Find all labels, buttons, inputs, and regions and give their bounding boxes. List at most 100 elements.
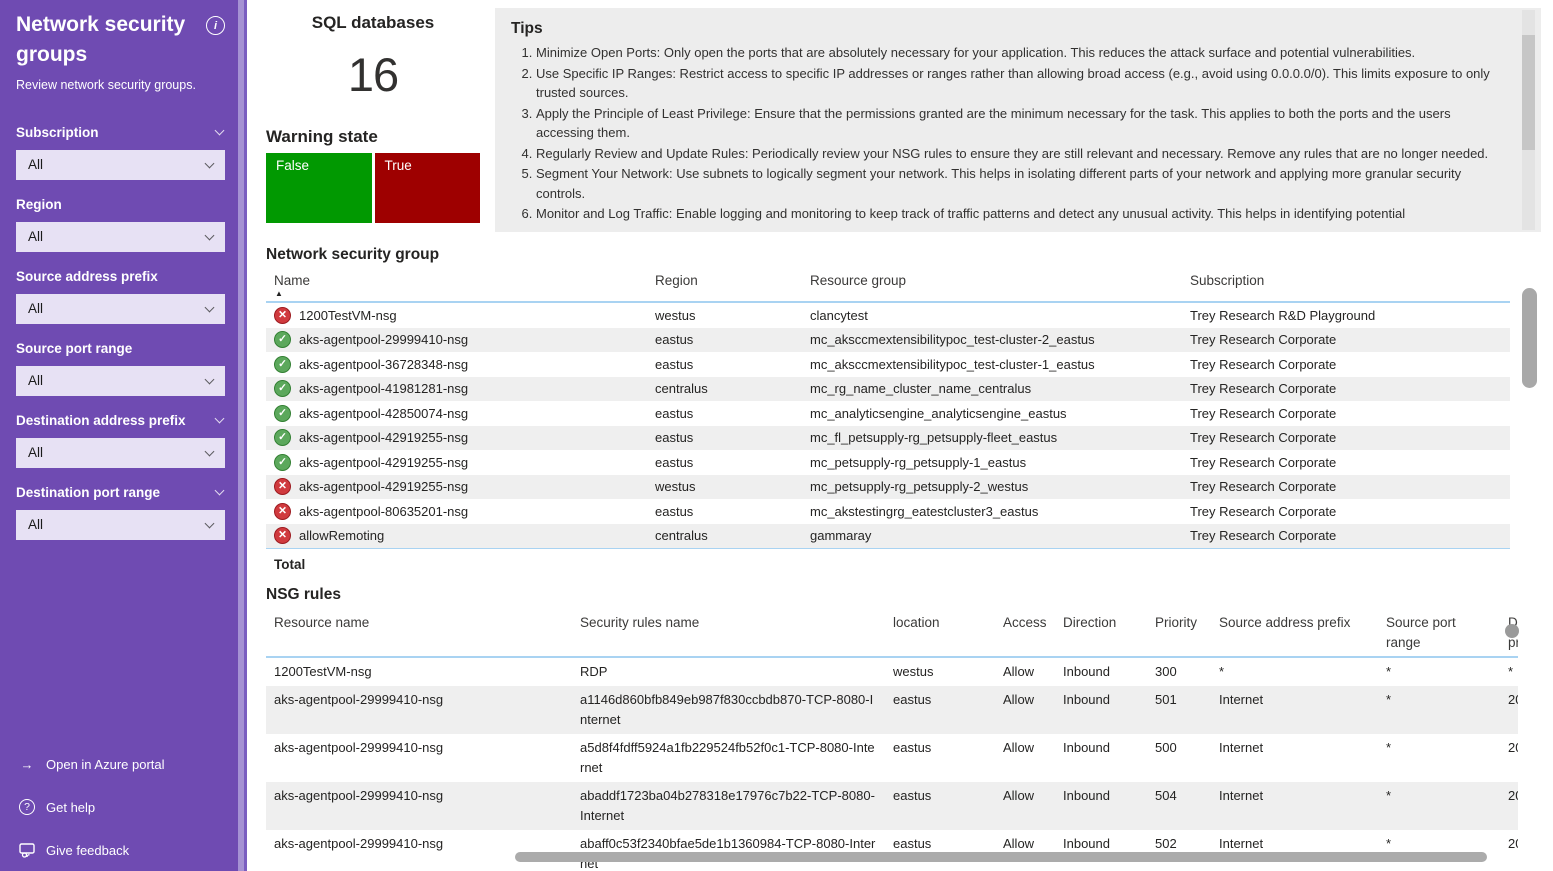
rules-column-header-source-port-range[interactable]: Source port range	[1386, 615, 1456, 650]
nsg-resource-group: mc_rg_name_cluster_name_centralus	[810, 381, 1032, 397]
nsg-subscription: Trey Research Corporate	[1190, 479, 1337, 495]
sidebar-scrollbar[interactable]	[238, 0, 247, 871]
sidebar-link[interactable]: Give feedback	[18, 841, 165, 859]
rules-scrollbar-dot[interactable]	[1505, 624, 1519, 638]
nsg-name-cell: ✕ aks-agentpool-42919255-nsg	[266, 478, 647, 496]
rules-table-row[interactable]: aks-agentpool-29999410-nsg a5d8f4fdff5924…	[266, 734, 1518, 782]
filter-dropdown-value: All	[28, 373, 44, 389]
rules-cell: *	[1386, 836, 1392, 851]
rules-cell: *	[1386, 788, 1392, 803]
filter-dropdown-2[interactable]: All	[16, 293, 225, 324]
rules-column-header-resource-name[interactable]: Resource name	[274, 615, 370, 630]
filter-dropdown-3[interactable]: All	[16, 365, 225, 396]
filter-dropdown-4[interactable]: All	[16, 437, 225, 468]
nsg-column-header-region[interactable]: Region	[655, 273, 698, 288]
filter-label-row: Region	[16, 197, 225, 212]
sidebar-link[interactable]: → Open in Azure portal	[18, 755, 165, 773]
tips-scrollbar-thumb[interactable]	[1522, 35, 1535, 150]
rules-table-row[interactable]: aks-agentpool-29999410-nsg abaff0c53f2340…	[266, 830, 1518, 871]
rules-cell: 20	[1508, 788, 1518, 803]
warning-tile-true[interactable]: True	[374, 153, 480, 223]
chevron-down-icon	[204, 230, 215, 241]
nsg-column-header-name[interactable]: Name ▲	[266, 270, 647, 301]
rules-column-header-access[interactable]: Access	[1003, 615, 1047, 630]
main-content: SQL databases 16 Warning state False True…	[247, 0, 1553, 871]
nsg-column-header-resource-group[interactable]: Resource group	[810, 273, 907, 288]
nsg-table-row[interactable]: ✕ aks-agentpool-42919255-nsg westus mc_pets…	[266, 474, 1510, 499]
page-scrollbar-thumb[interactable]	[1522, 288, 1537, 388]
filter-label: Destination address prefix	[16, 412, 186, 428]
nsg-region: eastus	[655, 454, 694, 470]
sidebar-link[interactable]: ? Get help	[18, 798, 165, 816]
nsg-resource-group: clancytest	[810, 307, 868, 323]
rules-table-title: NSG rules	[266, 586, 341, 603]
sidebar: Network security groups i Review network…	[0, 0, 247, 871]
nsg-table-row[interactable]: ✓ aks-agentpool-41981281-nsg centralus mc_r…	[266, 376, 1510, 401]
chevron-down-icon	[204, 374, 215, 385]
filter-group-2: Source address prefix All	[16, 269, 225, 324]
info-icon[interactable]: i	[206, 16, 225, 35]
rules-table-row[interactable]: aks-agentpool-29999410-nsg abaddf1723ba04…	[266, 782, 1518, 830]
nsg-resource-group: mc_aksccmextensibilitypoc_test-cluster-1…	[810, 356, 1095, 372]
rules-cell: Allow	[1003, 664, 1035, 679]
rules-column-header-destination-address-prefix[interactable]: Destination address prefix	[1508, 615, 1518, 650]
tip-item: Monitor and Log Traffic: Enable logging …	[536, 204, 1511, 224]
nsg-resource-group: mc_petsupply-rg_petsupply-2_westus	[810, 479, 1029, 495]
nsg-column-header-subscription[interactable]: Subscription	[1190, 273, 1265, 288]
rules-column-header-location[interactable]: location	[893, 615, 940, 630]
rules-table-row[interactable]: aks-agentpool-29999410-nsg a1146d860bfb84…	[266, 686, 1518, 734]
horizontal-scrollbar-thumb[interactable]	[515, 852, 1487, 862]
question-mark: ?	[19, 799, 35, 815]
nsg-resource-group: gammaray	[810, 528, 872, 544]
nsg-table-row[interactable]: ✓ aks-agentpool-42919255-nsg eastus mc_fl_p…	[266, 425, 1510, 450]
filter-group-1: Region All	[16, 197, 225, 252]
status-ok-icon: ✓	[274, 355, 291, 373]
nsg-table-row[interactable]: ✕ 1200TestVM-nsg westus clancytest Trey Rese…	[266, 303, 1510, 328]
filter-label-row: Subscription	[16, 125, 225, 140]
rules-column-header-source-address-prefix[interactable]: Source address prefix	[1219, 615, 1351, 630]
rules-cell: aks-agentpool-29999410-nsg	[274, 740, 444, 755]
nsg-region: westus	[655, 479, 696, 495]
nsg-table-row[interactable]: ✕ allowRemoting centralus gammaray Trey Rese…	[266, 523, 1510, 548]
filter-dropdown-value: All	[28, 157, 44, 173]
page-subtitle: Review network security groups.	[16, 77, 196, 92]
chevron-down-icon[interactable]	[214, 485, 225, 496]
nsg-table-row[interactable]: ✓ aks-agentpool-42919255-nsg eastus mc_pets…	[266, 450, 1510, 475]
chevron-down-icon[interactable]	[214, 125, 225, 136]
chevron-down-icon	[204, 158, 215, 169]
nsg-table-row[interactable]: ✓ aks-agentpool-36728348-nsg eastus mc_aksc…	[266, 352, 1510, 377]
rules-cell: 504	[1155, 788, 1177, 803]
warning-state-title: Warning state	[266, 127, 378, 146]
filter-dropdown-0[interactable]: All	[16, 149, 225, 180]
warning-tile-false[interactable]: False	[266, 153, 372, 223]
filter-dropdown-1[interactable]: All	[16, 221, 225, 252]
rules-table-row[interactable]: 1200TestVM-nsg RDP westus Allow Inbound 300 * *…	[266, 658, 1518, 686]
nsg-region: eastus	[655, 430, 694, 446]
rules-cell: Allow	[1003, 740, 1035, 755]
filter-label: Region	[16, 196, 62, 212]
status-error-icon: ✕	[274, 478, 291, 496]
rules-cell: RDP	[580, 664, 608, 679]
rules-column-header-security-rules-name[interactable]: Security rules name	[580, 615, 700, 630]
filter-label: Destination port range	[16, 484, 161, 500]
filter-label: Source address prefix	[16, 268, 158, 284]
nsg-table-row[interactable]: ✕ aks-agentpool-80635201-nsg eastus mc_akst…	[266, 499, 1510, 524]
rules-cell: abaff0c53f2340bfae5de1b1360984-TCP-8080-…	[580, 836, 876, 871]
rules-cell: Allow	[1003, 788, 1035, 803]
rules-cell: a1146d860bfb849eb987f830ccbdb870-TCP-808…	[580, 692, 874, 727]
metric-column: SQL databases 16 Warning state False True	[266, 8, 480, 232]
nsg-name-cell: ✕ aks-agentpool-80635201-nsg	[266, 502, 647, 520]
filter-dropdown-5[interactable]: All	[16, 509, 225, 540]
nsg-name-cell: ✕ 1200TestVM-nsg	[266, 306, 647, 324]
tips-list: Minimize Open Ports: Only open the ports…	[511, 43, 1511, 224]
nsg-table-row[interactable]: ✓ aks-agentpool-42850074-nsg eastus mc_anal…	[266, 401, 1510, 426]
filter-label: Source port range	[16, 340, 133, 356]
rules-cell: eastus	[893, 692, 932, 707]
nsg-table-row[interactable]: ✓ aks-agentpool-29999410-nsg eastus mc_aksc…	[266, 327, 1510, 352]
chevron-down-icon[interactable]	[214, 413, 225, 424]
rules-column-header-priority[interactable]: Priority	[1155, 615, 1198, 630]
nsg-name: aks-agentpool-42919255-nsg	[299, 430, 469, 446]
rules-column-header-direction[interactable]: Direction	[1063, 615, 1117, 630]
rules-cell: abaddf1723ba04b278318e17976c7b22-TCP-808…	[580, 788, 875, 823]
